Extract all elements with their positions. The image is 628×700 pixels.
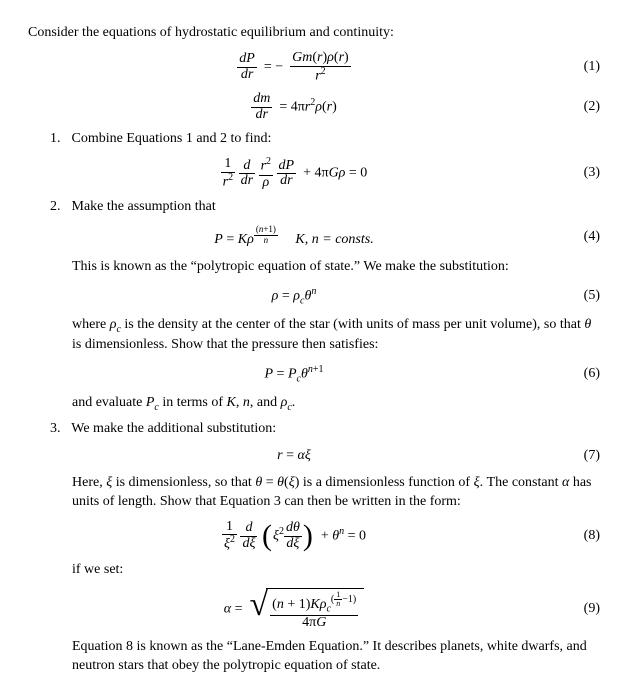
eq-number-3: (3) [560, 164, 600, 183]
eq-number-1: (1) [560, 58, 600, 77]
equation-9: α = √ (n + 1)Kρc(1n−1) 4πG (9) [28, 588, 600, 631]
txt: and evaluate [72, 395, 146, 410]
item-2-text: Make the assumption that [72, 199, 216, 214]
item-2: 2. Make the assumption that [50, 198, 600, 217]
item-2-label: 2. [50, 198, 68, 217]
equation-4: P = Kρ(n+1)n K, n = consts. (4) [28, 225, 600, 250]
txt: Here, [72, 475, 106, 490]
equation-8: 1ξ2 ddξ ( ξ2dθdξ ) + θn = 0 (8) [28, 520, 600, 553]
rho-c-text: where ρc is the density at the center of… [72, 316, 600, 355]
polytropic-text: This is known as the “polytropic equatio… [72, 258, 600, 277]
txt: is the density at the center of the star… [121, 317, 584, 332]
equation-2: dmdr = 4πr2ρ(r) (2) [28, 92, 600, 122]
item-1-text: Combine Equations 1 and 2 to find: [72, 131, 272, 146]
xi-text: Here, ξ is dimensionless, so that θ = θ(… [72, 474, 600, 512]
eq4-tail: K, n = consts. [295, 232, 373, 247]
txt: . [292, 395, 296, 410]
item-3: 3. We make the additional substitution: [50, 420, 600, 439]
eq-number-8: (8) [560, 527, 600, 546]
txt: in terms of [159, 395, 227, 410]
item-1: 1. Combine Equations 1 and 2 to find: [50, 130, 600, 149]
item-3-text: We make the additional substitution: [71, 421, 276, 436]
intro-text: Consider the equations of hydrostatic eq… [28, 24, 600, 43]
equation-1: dPdr = − Gm(r)ρ(r)r2 (1) [28, 51, 600, 84]
final-text: Equation 8 is known as the “Lane-Emden E… [72, 638, 600, 676]
txt: . The constant [480, 475, 562, 490]
txt: is dimensionless. Show that the pressure… [72, 337, 378, 352]
eq-number-7: (7) [560, 447, 600, 466]
txt: where [72, 317, 110, 332]
eq-number-4: (4) [560, 228, 600, 247]
eval-text: and evaluate Pc in terms of K, n, and ρc… [72, 394, 600, 414]
equation-5: ρ = ρcθn (5) [28, 285, 600, 308]
txt: is a dimensionless function of [299, 475, 473, 490]
equation-6: P = Pcθn+1 (6) [28, 363, 600, 386]
equation-7: r = αξ (7) [28, 447, 600, 466]
item-3-label: 3. [50, 420, 68, 439]
txt: , and [250, 395, 281, 410]
eq-number-2: (2) [560, 98, 600, 117]
eq-number-5: (5) [560, 287, 600, 306]
ifweset-text: if we set: [72, 561, 600, 580]
eq-number-9: (9) [560, 600, 600, 619]
eq-number-6: (6) [560, 365, 600, 384]
item-1-label: 1. [50, 130, 68, 149]
txt: is dimensionless, so that [112, 475, 255, 490]
equation-3: 1r2 ddr r2ρ dPdr + 4πGρ = 0 (3) [28, 157, 600, 190]
